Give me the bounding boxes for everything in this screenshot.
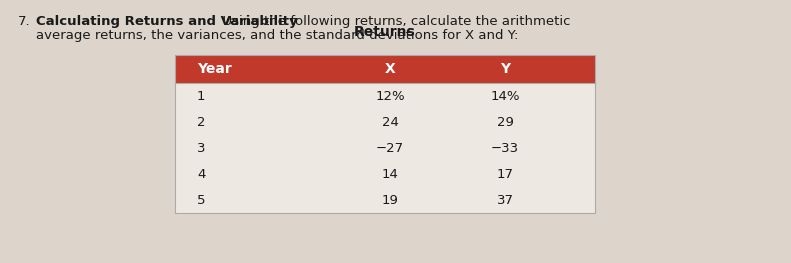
Bar xyxy=(175,135,595,161)
Text: 14: 14 xyxy=(381,168,399,180)
Text: 29: 29 xyxy=(497,115,513,129)
Bar xyxy=(175,161,595,187)
Text: −27: −27 xyxy=(376,141,404,154)
Text: 24: 24 xyxy=(381,115,399,129)
Text: Year: Year xyxy=(197,62,232,76)
Text: 1: 1 xyxy=(197,89,206,103)
Bar xyxy=(175,187,595,213)
Text: 3: 3 xyxy=(197,141,206,154)
Text: Returns: Returns xyxy=(354,25,416,39)
Bar xyxy=(175,83,595,109)
Text: average returns, the variances, and the standard deviations for X and Y:: average returns, the variances, and the … xyxy=(36,29,518,42)
Bar xyxy=(175,55,595,213)
Text: 12%: 12% xyxy=(375,89,405,103)
Text: Using the following returns, calculate the arithmetic: Using the following returns, calculate t… xyxy=(214,15,570,28)
Text: Calculating Returns and Variability: Calculating Returns and Variability xyxy=(36,15,297,28)
Bar xyxy=(175,55,595,83)
Text: 37: 37 xyxy=(497,194,513,206)
Text: Y: Y xyxy=(500,62,510,76)
Text: 4: 4 xyxy=(197,168,206,180)
Text: 5: 5 xyxy=(197,194,206,206)
Text: −33: −33 xyxy=(491,141,519,154)
Text: 19: 19 xyxy=(381,194,399,206)
Text: 17: 17 xyxy=(497,168,513,180)
Text: 7.: 7. xyxy=(18,15,31,28)
Text: X: X xyxy=(384,62,396,76)
Text: 14%: 14% xyxy=(490,89,520,103)
Text: 2: 2 xyxy=(197,115,206,129)
Bar xyxy=(175,109,595,135)
